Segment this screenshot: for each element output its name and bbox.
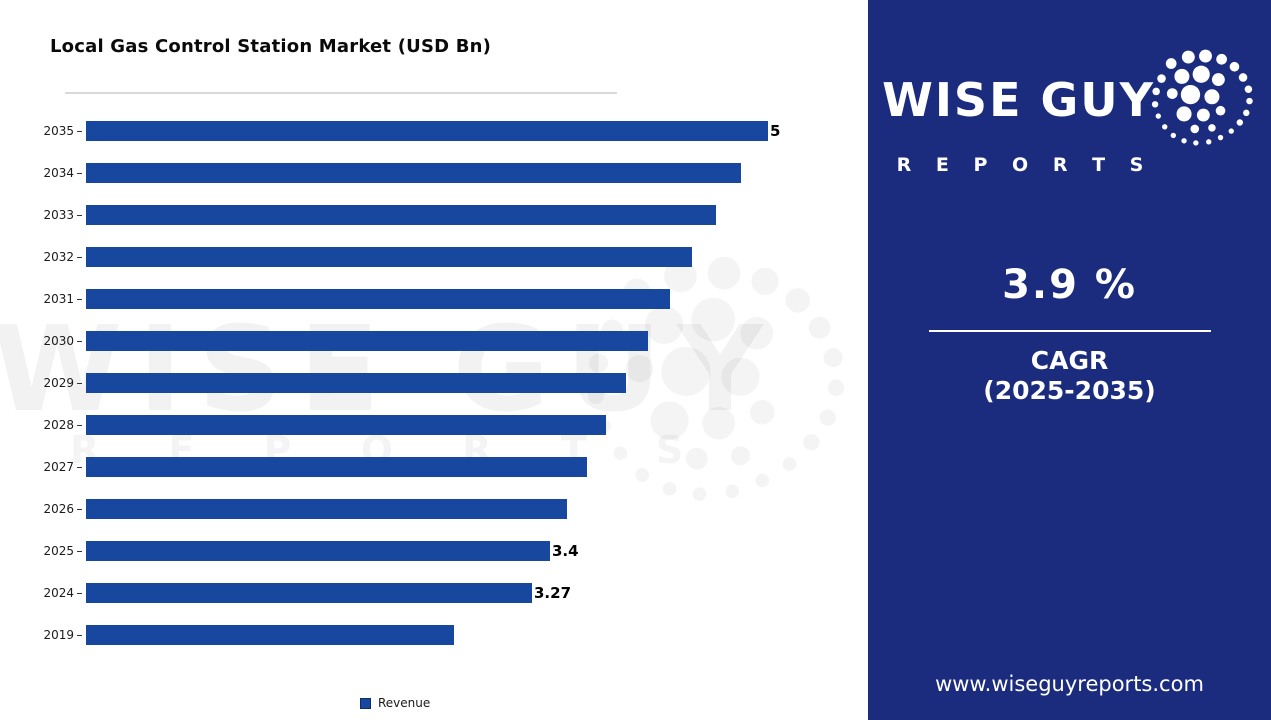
bar-row: 2028 <box>0 404 780 446</box>
revenue-bar <box>86 121 768 141</box>
legend-label: Revenue <box>378 696 431 710</box>
bar-row: 2032 <box>0 236 780 278</box>
y-axis-label: 2028 <box>43 418 74 432</box>
y-axis-label: 2019 <box>43 628 74 642</box>
revenue-bar <box>86 373 626 393</box>
bar-row: 2024 3.27 <box>0 572 780 614</box>
bar-row: 2035 5 <box>0 110 780 152</box>
axis-tick <box>77 130 82 132</box>
revenue-bar <box>86 415 606 435</box>
revenue-bar <box>86 583 532 603</box>
website-link[interactable]: www.wiseguyreports.com <box>935 672 1204 696</box>
wiseguy-logo: WISE GUY R E P O R T S <box>882 46 1257 176</box>
revenue-bar <box>86 247 692 267</box>
y-axis-label: 2029 <box>43 376 74 390</box>
axis-tick <box>77 256 82 258</box>
revenue-bar <box>86 625 454 645</box>
logo-head-icon <box>1151 49 1253 146</box>
cagr-label: CAGR (2025-2035) <box>983 346 1155 406</box>
bar-row: 2019 <box>0 614 780 656</box>
value-label: 3.27 <box>534 584 572 602</box>
axis-tick <box>77 550 82 552</box>
axis-tick <box>77 214 82 216</box>
y-axis-label: 2034 <box>43 166 74 180</box>
bar-row: 2031 <box>0 278 780 320</box>
bar-row: 2026 <box>0 488 780 530</box>
chart-top-spine <box>65 92 617 94</box>
bar-row: 2030 <box>0 320 780 362</box>
divider <box>928 330 1211 332</box>
axis-tick <box>77 382 82 384</box>
y-axis-label: 2032 <box>43 250 74 264</box>
axis-tick <box>77 592 82 594</box>
value-label: 3.4 <box>552 542 579 560</box>
revenue-bar <box>86 541 550 561</box>
y-axis-label: 2027 <box>43 460 74 474</box>
cagr-value: 3.9 % <box>1002 262 1137 308</box>
logo-subtext: R E P O R T S <box>896 154 1153 176</box>
revenue-bar <box>86 163 741 183</box>
chart-panel: WISE GUY R E P O R T S Local Gas Control… <box>0 36 845 710</box>
y-axis-label: 2035 <box>43 124 74 138</box>
y-axis-label: 2025 <box>43 544 74 558</box>
axis-tick <box>77 466 82 468</box>
axis-tick <box>77 340 82 342</box>
legend: Revenue <box>360 696 430 710</box>
revenue-bar <box>86 331 648 351</box>
bar-chart: 2035 5 2034 2033 2032 2031 2030 2029 2028 2027 202… <box>0 110 780 656</box>
bar-row: 2025 3.4 <box>0 530 780 572</box>
axis-tick <box>77 424 82 426</box>
cagr-label-line2: (2025-2035) <box>983 376 1156 405</box>
bar-row: 2034 <box>0 152 780 194</box>
revenue-bar <box>86 289 670 309</box>
bar-row: 2027 <box>0 446 780 488</box>
axis-tick <box>77 634 82 636</box>
revenue-bar <box>86 205 716 225</box>
axis-tick <box>77 298 82 300</box>
revenue-bar <box>86 499 567 519</box>
legend-swatch <box>360 697 371 709</box>
y-axis-label: 2026 <box>43 502 74 516</box>
bar-row: 2029 <box>0 362 780 404</box>
axis-tick <box>77 508 82 510</box>
y-axis-label: 2033 <box>43 208 74 222</box>
axis-tick <box>77 172 82 174</box>
y-axis-label: 2024 <box>43 586 74 600</box>
chart-title: Local Gas Control Station Market (USD Bn… <box>50 36 492 57</box>
value-label: 5 <box>770 122 781 140</box>
cagr-block: 3.9 % CAGR (2025-2035) <box>928 262 1211 406</box>
bar-row: 2033 <box>0 194 780 236</box>
y-axis-label: 2031 <box>43 292 74 306</box>
brand-panel: WISE GUY R E P O R T S 3.9 % CAGR (2025-… <box>868 0 1271 720</box>
cagr-label-line1: CAGR <box>1030 346 1109 375</box>
y-axis-label: 2030 <box>43 334 74 348</box>
logo-text: WISE GUY <box>882 73 1155 127</box>
revenue-bar <box>86 457 587 477</box>
